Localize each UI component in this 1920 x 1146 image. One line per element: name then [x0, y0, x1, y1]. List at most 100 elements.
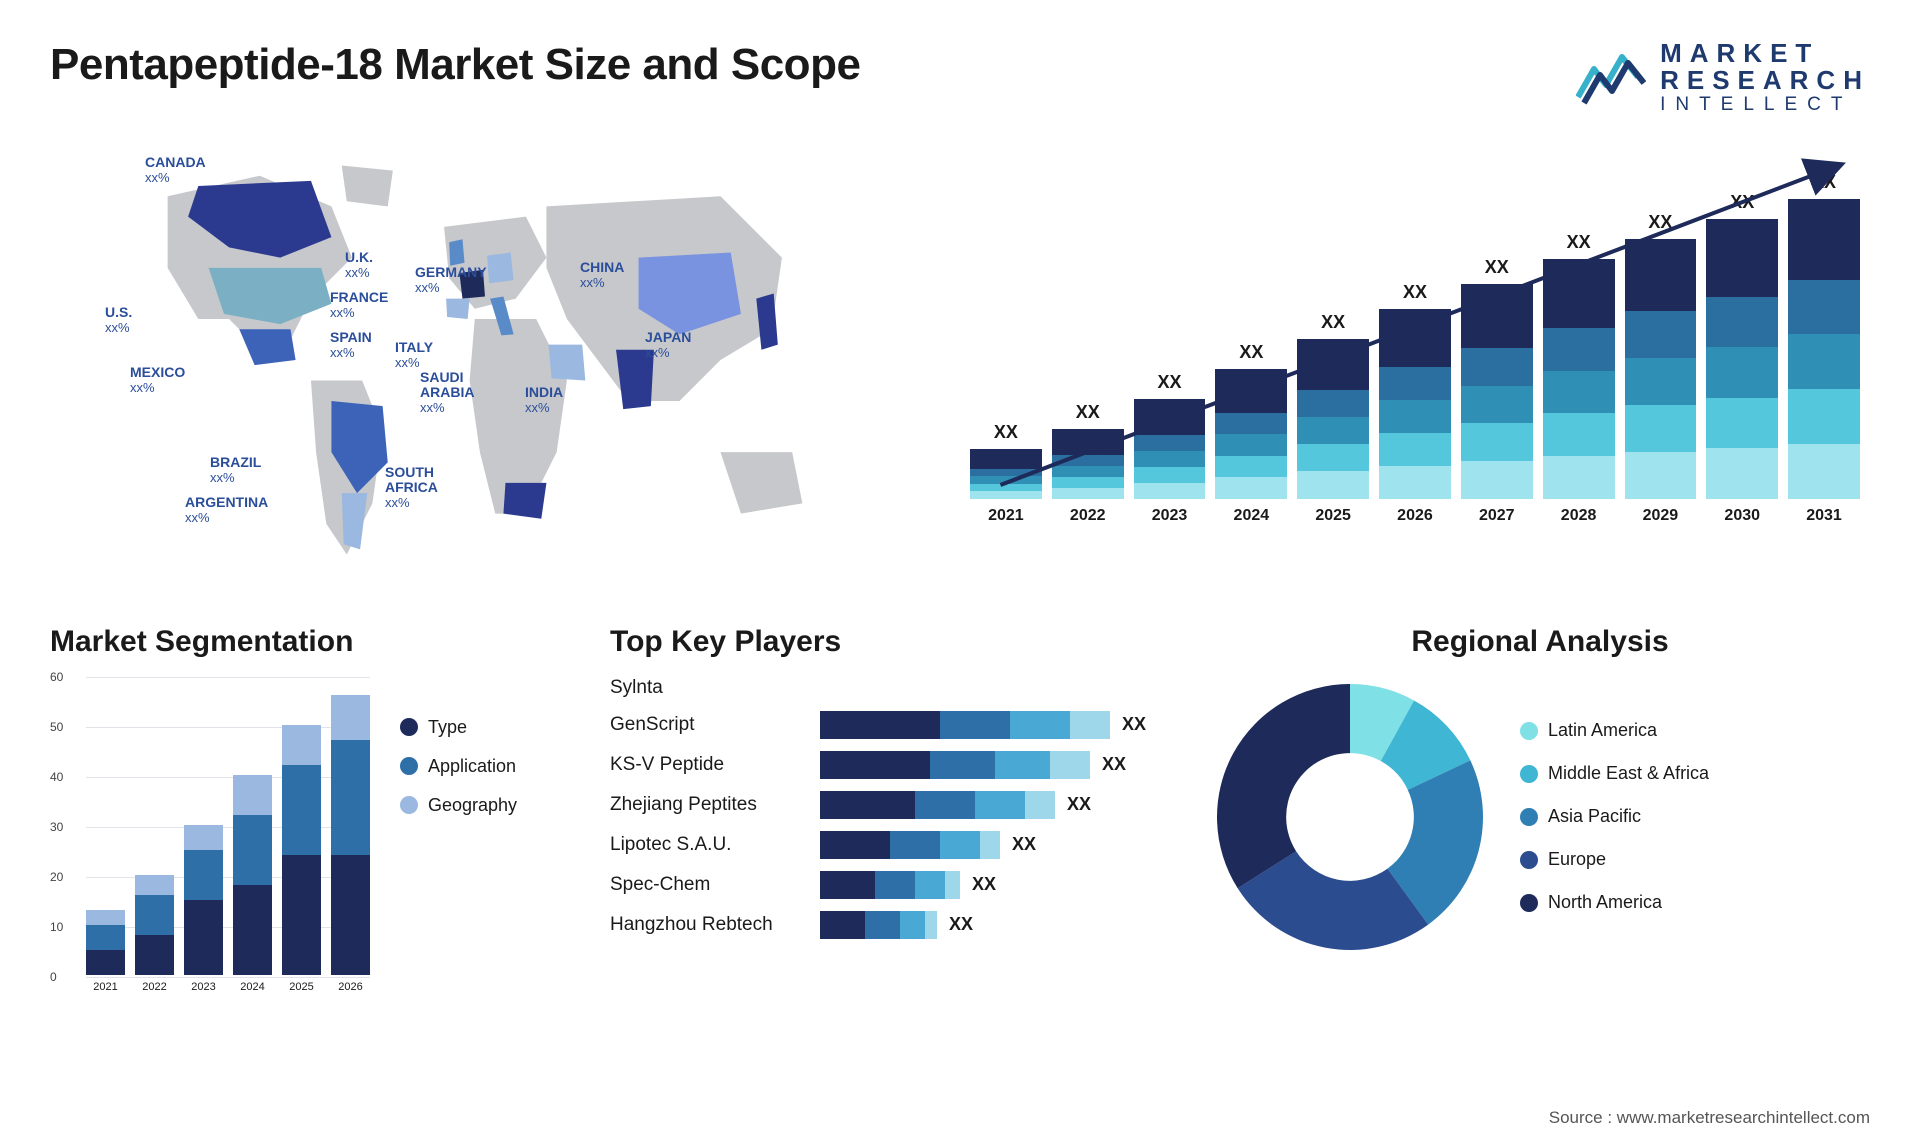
bar-value-label: XX [1648, 212, 1672, 233]
world-map-svg [50, 145, 920, 575]
bar-value-label: XX [1567, 232, 1591, 253]
player-value: XX [1067, 794, 1091, 815]
region-legend-item: Europe [1520, 849, 1709, 870]
bar-value-label: XX [1158, 372, 1182, 393]
growth-bar: XX 2023 [1134, 372, 1206, 525]
seg-year-label: 2026 [338, 981, 362, 993]
seg-year-label: 2025 [289, 981, 313, 993]
bar-year-label: 2030 [1724, 507, 1760, 525]
seg-legend-label: Application [428, 756, 516, 777]
growth-bar: XX 2022 [1052, 402, 1124, 525]
bar-year-label: 2031 [1806, 507, 1842, 525]
segmentation-chart: 0102030405060202120222023202420252026 [50, 677, 370, 1017]
player-name: Spec-Chem [610, 874, 810, 896]
player-bar [820, 711, 1110, 739]
player-name: Zhejiang Peptites [610, 794, 810, 816]
players-title: Top Key Players [610, 625, 1170, 659]
bar-year-label: 2026 [1397, 507, 1433, 525]
player-row: Sylnta [610, 677, 1170, 699]
region-legend-label: Latin America [1548, 720, 1657, 741]
bar-value-label: XX [1812, 172, 1836, 193]
seg-legend-label: Type [428, 717, 467, 738]
growth-bar: XX 2029 [1625, 212, 1697, 525]
regional-title: Regional Analysis [1210, 625, 1870, 659]
player-row: GenScript XX [610, 711, 1170, 739]
regional-legend: Latin America Middle East & Africa Asia Pa… [1520, 720, 1709, 913]
seg-legend-label: Geography [428, 795, 517, 816]
bar-year-label: 2024 [1234, 507, 1270, 525]
logo-line-2: RESEARCH [1660, 67, 1870, 94]
growth-bar-chart: XX2021XX2022XX2023XX2024XX2025XX2026XX20… [960, 145, 1870, 575]
bar-value-label: XX [994, 422, 1018, 443]
bar-year-label: 2029 [1643, 507, 1679, 525]
player-row: Lipotec S.A.U.XX [610, 831, 1170, 859]
regional-panel: Regional Analysis Latin America Middle Ea… [1210, 625, 1870, 1065]
region-legend-item: Middle East & Africa [1520, 763, 1709, 784]
player-bar [820, 911, 937, 939]
region-legend-label: North America [1548, 892, 1662, 913]
bar-value-label: XX [1485, 257, 1509, 278]
bar-year-label: 2022 [1070, 507, 1106, 525]
growth-bar: XX 2024 [1215, 342, 1287, 525]
player-bar [820, 751, 1090, 779]
growth-bar: XX 2026 [1379, 282, 1451, 525]
player-bar [820, 871, 960, 899]
player-bar [820, 831, 1000, 859]
source-credit: Source : www.marketresearchintellect.com [1549, 1108, 1870, 1128]
seg-year-label: 2023 [191, 981, 215, 993]
donut-slice [1217, 684, 1350, 888]
region-legend-label: Middle East & Africa [1548, 763, 1709, 784]
seg-y-tick: 0 [50, 970, 57, 984]
seg-y-tick: 20 [50, 870, 63, 884]
bar-year-label: 2021 [988, 507, 1024, 525]
regional-donut [1210, 677, 1490, 957]
seg-legend-item: Type [400, 717, 517, 738]
player-value: XX [1012, 834, 1036, 855]
player-bar [820, 791, 1055, 819]
player-name: Sylnta [610, 677, 810, 699]
seg-y-tick: 60 [50, 670, 63, 684]
bar-value-label: XX [1403, 282, 1427, 303]
players-panel: Top Key Players SylntaGenScriptXXKS-V Pe… [610, 625, 1170, 1065]
seg-y-tick: 30 [50, 820, 63, 834]
region-legend-label: Europe [1548, 849, 1606, 870]
segmentation-title: Market Segmentation [50, 625, 570, 659]
growth-bar: XX 2028 [1543, 232, 1615, 525]
bar-value-label: XX [1076, 402, 1100, 423]
seg-bar: 2023 [184, 825, 223, 993]
seg-legend-item: Application [400, 756, 517, 777]
seg-year-label: 2021 [93, 981, 117, 993]
player-row: Spec-ChemXX [610, 871, 1170, 899]
player-name: GenScript [610, 714, 810, 736]
player-name: Hangzhou Rebtech [610, 914, 810, 936]
bar-year-label: 2023 [1152, 507, 1188, 525]
player-name: KS-V Peptide [610, 754, 810, 776]
segmentation-legend: Type Application Geography [400, 677, 517, 1017]
player-row: Hangzhou RebtechXX [610, 911, 1170, 939]
bar-value-label: XX [1239, 342, 1263, 363]
region-legend-label: Asia Pacific [1548, 806, 1641, 827]
seg-bar: 2026 [331, 695, 370, 993]
page-title: Pentapeptide-18 Market Size and Scope [50, 40, 860, 90]
region-legend-item: Asia Pacific [1520, 806, 1709, 827]
seg-legend-item: Geography [400, 795, 517, 816]
seg-year-label: 2024 [240, 981, 264, 993]
growth-bar: XX2030 [1706, 192, 1778, 525]
growth-bar: XX 2031 [1788, 172, 1860, 525]
seg-bar: 2022 [135, 875, 174, 993]
player-value: XX [1122, 714, 1146, 735]
growth-bar: XX2025 [1297, 312, 1369, 525]
bar-year-label: 2027 [1479, 507, 1515, 525]
seg-y-tick: 40 [50, 770, 63, 784]
seg-y-tick: 10 [50, 920, 63, 934]
seg-y-tick: 50 [50, 720, 63, 734]
seg-bar: 2025 [282, 725, 321, 993]
player-value: XX [1102, 754, 1126, 775]
player-row: KS-V Peptide XX [610, 751, 1170, 779]
logo-line-3: INTELLECT [1660, 95, 1870, 115]
seg-bar: 2024 [233, 775, 272, 993]
bar-value-label: XX [1321, 312, 1345, 333]
players-chart: Sylnta GenScript XX KS-V Peptide XX Zhejiang … [610, 677, 1170, 939]
seg-year-label: 2022 [142, 981, 166, 993]
bar-year-label: 2028 [1561, 507, 1597, 525]
